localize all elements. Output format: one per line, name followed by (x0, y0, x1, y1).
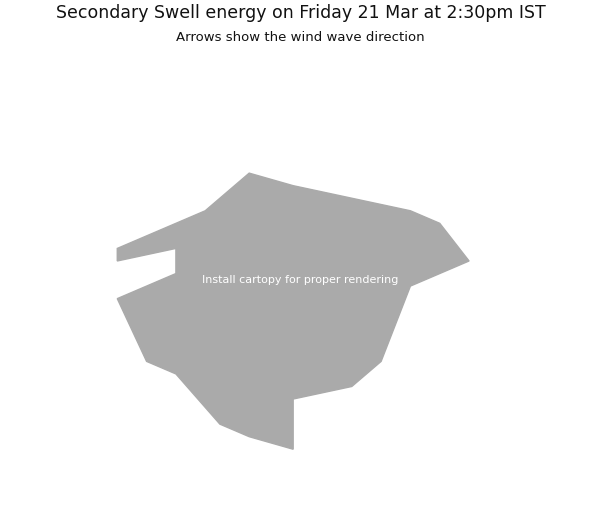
Polygon shape (117, 173, 469, 449)
Text: Arrows show the wind wave direction: Arrows show the wind wave direction (176, 31, 425, 44)
Text: Secondary Swell energy on Friday 21 Mar at 2:30pm IST: Secondary Swell energy on Friday 21 Mar … (56, 4, 545, 23)
Text: Install cartopy for proper rendering: Install cartopy for proper rendering (203, 275, 398, 285)
